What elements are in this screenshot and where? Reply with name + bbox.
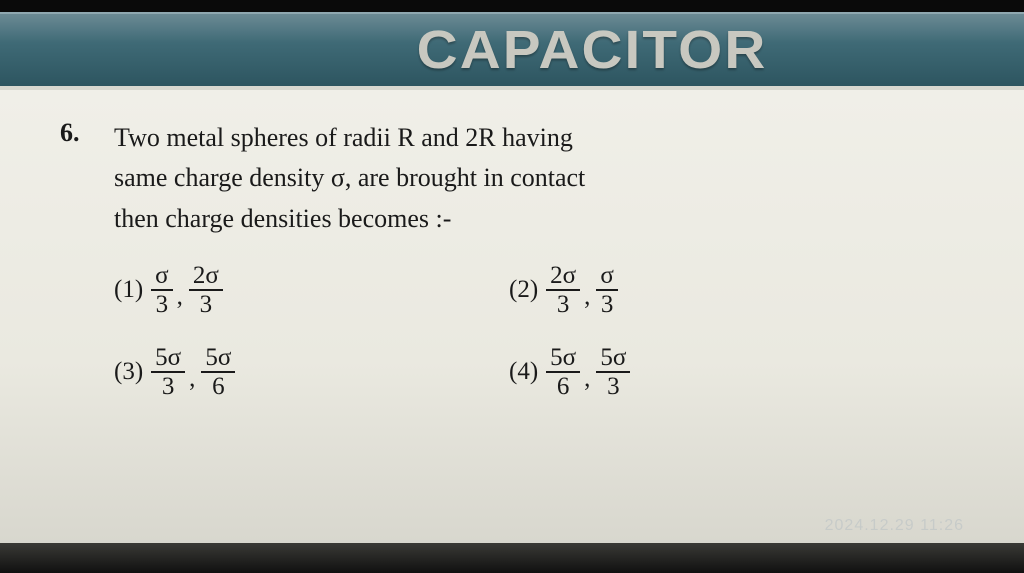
numerator: 5σ	[596, 345, 630, 371]
option-1: (1) σ 3 , 2σ 3	[114, 263, 479, 317]
fraction: 5σ 6	[201, 345, 235, 399]
numerator: σ	[596, 263, 617, 289]
numerator: σ	[151, 263, 172, 289]
option-3-value: 5σ 3 , 5σ 6	[151, 345, 235, 399]
option-3-label: (3)	[114, 358, 143, 386]
denominator: 3	[196, 291, 217, 317]
option-1-value: σ 3 , 2σ 3	[151, 263, 223, 317]
page-root: CAPACITOR 6. Two metal spheres of radii …	[0, 0, 1024, 573]
fraction: σ 3	[596, 263, 617, 317]
separator: ,	[189, 365, 195, 399]
question-number: 6.	[60, 118, 114, 239]
option-4: (4) 5σ 6 , 5σ 3	[509, 345, 874, 399]
fraction: 2σ 3	[546, 263, 580, 317]
numerator: 5σ	[151, 345, 185, 371]
numerator: 5σ	[546, 345, 580, 371]
option-1-label: (1)	[114, 276, 143, 304]
question-block: 6. Two metal spheres of radii R and 2R h…	[60, 118, 964, 239]
separator: ,	[584, 365, 590, 399]
option-2-value: 2σ 3 , σ 3	[546, 263, 618, 317]
fraction: 5σ 3	[596, 345, 630, 399]
photo-timestamp: 2024.12.29 11:26	[825, 517, 964, 535]
options-grid: (1) σ 3 , 2σ 3 (2)	[114, 263, 874, 399]
denominator: 3	[158, 373, 179, 399]
denominator: 6	[208, 373, 229, 399]
numerator: 2σ	[189, 263, 223, 289]
option-2-label: (2)	[509, 276, 538, 304]
chapter-header-band: CAPACITOR	[0, 12, 1024, 90]
separator: ,	[177, 283, 183, 317]
option-4-label: (4)	[509, 358, 538, 386]
denominator: 3	[553, 291, 574, 317]
denominator: 6	[553, 373, 574, 399]
option-4-value: 5σ 6 , 5σ 3	[546, 345, 630, 399]
question-line-2: same charge density σ, are brought in co…	[114, 163, 585, 192]
content-area: 6. Two metal spheres of radii R and 2R h…	[0, 90, 1024, 543]
chapter-title: CAPACITOR	[417, 19, 768, 81]
bottom-dark-strip	[0, 543, 1024, 573]
fraction: 5σ 6	[546, 345, 580, 399]
fraction: 2σ 3	[189, 263, 223, 317]
numerator: 2σ	[546, 263, 580, 289]
fraction: σ 3	[151, 263, 172, 317]
option-3: (3) 5σ 3 , 5σ 6	[114, 345, 479, 399]
denominator: 3	[152, 291, 173, 317]
question-line-3: then charge densities becomes :-	[114, 204, 451, 233]
denominator: 3	[603, 373, 624, 399]
numerator: 5σ	[201, 345, 235, 371]
denominator: 3	[597, 291, 618, 317]
fraction: 5σ 3	[151, 345, 185, 399]
question-line-1: Two metal spheres of radii R and 2R havi…	[114, 123, 573, 152]
question-text: Two metal spheres of radii R and 2R havi…	[114, 118, 585, 239]
top-dark-strip	[0, 0, 1024, 12]
separator: ,	[584, 283, 590, 317]
option-2: (2) 2σ 3 , σ 3	[509, 263, 874, 317]
